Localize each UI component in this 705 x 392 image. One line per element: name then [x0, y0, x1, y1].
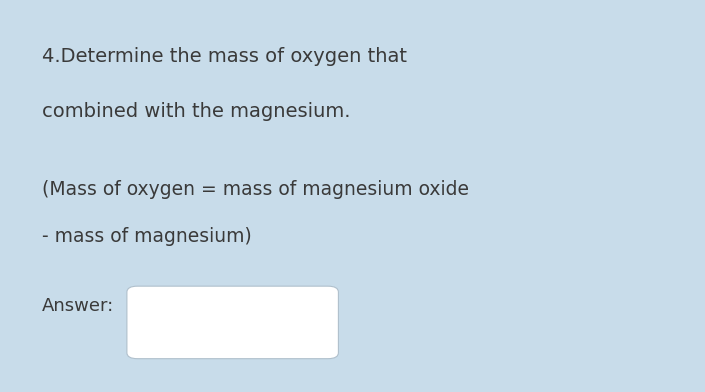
- Text: (Mass of oxygen = mass of magnesium oxide: (Mass of oxygen = mass of magnesium oxid…: [42, 180, 470, 199]
- Text: Answer:: Answer:: [42, 297, 114, 315]
- FancyBboxPatch shape: [127, 286, 338, 359]
- Text: 4.Determine the mass of oxygen that: 4.Determine the mass of oxygen that: [42, 47, 407, 66]
- Text: - mass of magnesium): - mass of magnesium): [42, 227, 252, 246]
- Text: combined with the magnesium.: combined with the magnesium.: [42, 102, 351, 121]
